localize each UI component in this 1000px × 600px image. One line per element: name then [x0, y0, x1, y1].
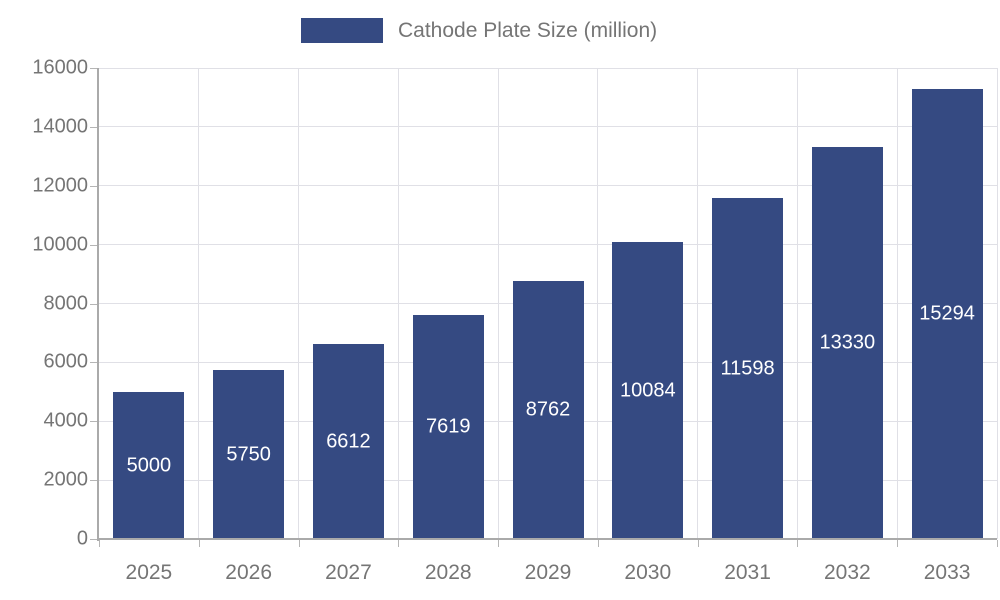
y-axis-tick-label: 16000 — [32, 56, 88, 79]
x-gridline — [198, 68, 200, 539]
bar-value-label: 8762 — [525, 398, 571, 421]
y-axis-tick-label: 14000 — [32, 115, 88, 138]
y-axis-tick-label: 2000 — [43, 468, 89, 491]
x-axis-tick-label: 2027 — [325, 561, 372, 584]
bar-value-label: 7619 — [425, 415, 471, 438]
y-gridline — [99, 126, 997, 128]
x-axis-tick-label: 2030 — [624, 561, 672, 584]
x-axis-tick-label: 2031 — [724, 561, 771, 584]
bar-2032[interactable] — [811, 147, 883, 539]
x-axis-tick-label: 2025 — [125, 561, 173, 584]
y-tick-mark — [90, 539, 97, 540]
x-gridline — [497, 68, 499, 539]
bar-value-label: 5750 — [226, 443, 271, 465]
bar-value-label: 6612 — [326, 430, 371, 452]
x-axis-tick-label: 2032 — [823, 561, 871, 584]
y-axis-tick-label: 0 — [76, 527, 88, 550]
bar-2033[interactable] — [911, 89, 983, 539]
x-gridline — [896, 68, 898, 539]
y-tick-mark — [90, 185, 97, 187]
y-tick-mark — [90, 68, 97, 69]
x-tick-mark — [997, 540, 998, 547]
bar-value-label: 5000 — [126, 454, 172, 476]
bar-2028[interactable] — [412, 315, 484, 539]
x-tick-mark — [897, 540, 899, 547]
bar-value-label: 10084 — [619, 379, 676, 401]
plot-area: 5000 5750 6612 7619 8762 10084 11598 13330 15294 — [99, 67, 998, 539]
y-tick-mark — [90, 362, 97, 364]
bar-value-label: 11598 — [720, 357, 775, 379]
y-gridline — [99, 67, 997, 69]
y-tick-mark — [90, 421, 97, 423]
x-axis-tick-label: 2028 — [424, 561, 472, 584]
bar-value-label: 13330 — [819, 331, 876, 354]
x-gridline — [796, 68, 798, 539]
x-tick-mark — [797, 540, 799, 547]
x-tick-mark — [398, 540, 400, 547]
x-axis-tick-label: 2033 — [923, 561, 971, 584]
y-gridline — [99, 244, 997, 246]
x-gridline — [298, 68, 300, 539]
y-axis-tick-label: 12000 — [32, 174, 88, 197]
x-axis-line — [97, 538, 997, 540]
x-tick-mark — [298, 540, 300, 547]
x-tick-mark — [697, 540, 699, 547]
y-axis-tick-label: 4000 — [43, 409, 89, 432]
x-gridline — [597, 68, 599, 539]
bar-2025[interactable] — [113, 392, 185, 539]
x-gridline — [996, 68, 998, 539]
x-axis-tick-label: 2026 — [225, 561, 273, 584]
x-axis-tick-label: 2029 — [524, 561, 572, 584]
y-tick-mark — [90, 244, 97, 246]
legend-item[interactable]: Cathode Plate Size (million) — [301, 18, 657, 43]
x-tick-mark — [597, 540, 599, 547]
y-axis-line — [97, 68, 99, 541]
bar-value-label: 15294 — [919, 302, 975, 325]
y-axis-tick-label: 10000 — [32, 233, 88, 256]
x-tick-mark — [498, 540, 500, 547]
y-tick-mark — [90, 126, 97, 128]
bar-2029[interactable] — [512, 281, 584, 539]
x-tick-mark — [99, 540, 100, 547]
bar-2026[interactable] — [213, 370, 285, 539]
legend-swatch[interactable] — [301, 18, 383, 43]
x-tick-mark — [198, 540, 200, 547]
y-tick-mark — [90, 480, 97, 482]
bar-2027[interactable] — [312, 344, 384, 539]
x-gridline — [697, 68, 699, 539]
legend-label[interactable]: Cathode Plate Size (million) — [398, 18, 658, 42]
bar-2031[interactable] — [712, 198, 784, 539]
x-gridline — [397, 68, 399, 539]
y-axis-tick-label: 8000 — [43, 292, 89, 314]
bar-2030[interactable] — [612, 242, 684, 539]
y-axis-tick-label: 6000 — [43, 350, 89, 373]
y-tick-mark — [90, 303, 97, 305]
y-gridline — [99, 185, 997, 187]
